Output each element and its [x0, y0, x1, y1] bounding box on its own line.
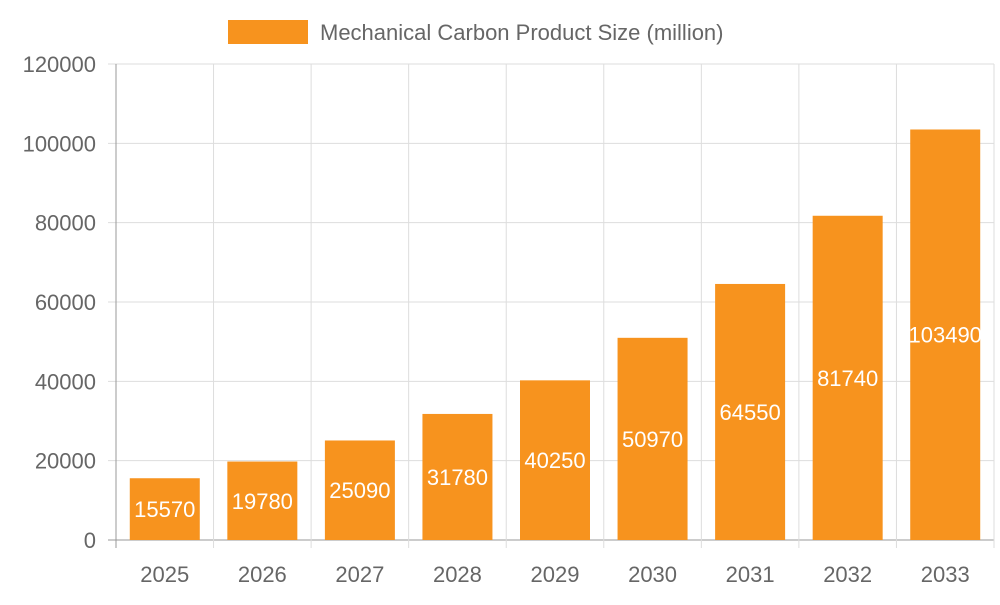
x-axis-ticks: 2025 2026 2027 2028 2029 2030 2031 2032 2033: [140, 562, 969, 587]
data-labels: 15570 19780 25090 31780 40250 50970 64550 81740…: [134, 323, 982, 522]
data-label: 50970: [622, 427, 683, 452]
bar: [617, 337, 688, 540]
y-tick-label: 0: [84, 528, 96, 553]
x-tick-label: 2028: [433, 562, 482, 587]
bar: [227, 461, 298, 540]
y-tick-label: 120000: [23, 52, 96, 77]
bar: [324, 440, 395, 540]
x-tick-label: 2027: [335, 562, 384, 587]
x-tick-label: 2026: [238, 562, 287, 587]
bar: [520, 380, 590, 540]
y-tick-label: 80000: [35, 211, 96, 236]
bar: [129, 478, 200, 540]
data-label: 25090: [329, 478, 390, 503]
y-tick-label: 100000: [23, 131, 96, 156]
data-label: 31780: [427, 465, 488, 490]
bar: [715, 283, 786, 540]
y-tick-label: 20000: [35, 449, 96, 474]
legend-swatch: [228, 20, 308, 44]
legend: Mechanical Carbon Product Size (million): [228, 20, 724, 45]
bar: [812, 215, 883, 541]
x-tick-label: 2030: [628, 562, 677, 587]
legend-label: Mechanical Carbon Product Size (million): [320, 20, 724, 45]
bar: [910, 129, 981, 540]
data-label: 103490: [909, 323, 982, 348]
data-label: 19780: [232, 489, 293, 514]
y-tick-label: 40000: [35, 369, 96, 394]
bars: [129, 129, 981, 541]
data-label: 81740: [817, 366, 878, 391]
grid: [108, 63, 995, 548]
x-tick-label: 2025: [140, 562, 189, 587]
data-label: 64550: [720, 400, 781, 425]
y-axis-ticks: 0 20000 40000 60000 80000 100000 120000: [23, 52, 96, 553]
bar: [422, 413, 493, 540]
x-tick-label: 2029: [531, 562, 580, 587]
y-tick-label: 60000: [35, 290, 96, 315]
x-tick-label: 2031: [726, 562, 775, 587]
x-tick-label: 2032: [823, 562, 872, 587]
x-tick-label: 2033: [921, 562, 970, 587]
data-label: 40250: [524, 448, 585, 473]
data-label: 15570: [134, 497, 195, 522]
